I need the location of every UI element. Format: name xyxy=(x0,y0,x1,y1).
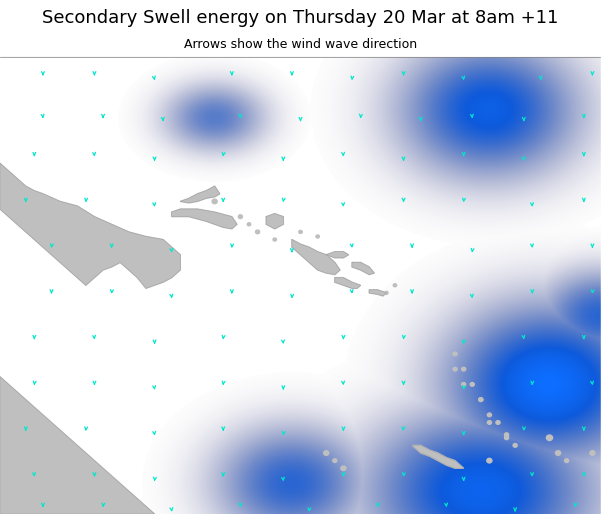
Text: Arrows show the wind wave direction: Arrows show the wind wave direction xyxy=(184,38,417,50)
Circle shape xyxy=(385,291,388,295)
Circle shape xyxy=(590,451,595,455)
Circle shape xyxy=(555,451,561,455)
Circle shape xyxy=(504,436,508,439)
Circle shape xyxy=(564,459,569,463)
Polygon shape xyxy=(412,445,463,468)
Polygon shape xyxy=(0,163,180,288)
Circle shape xyxy=(333,459,337,463)
Polygon shape xyxy=(335,278,361,288)
Circle shape xyxy=(255,230,260,234)
Circle shape xyxy=(504,433,508,436)
Circle shape xyxy=(479,398,483,401)
Circle shape xyxy=(453,368,457,371)
Circle shape xyxy=(487,420,492,425)
Circle shape xyxy=(316,235,319,238)
Circle shape xyxy=(496,420,500,425)
Polygon shape xyxy=(352,262,374,274)
Circle shape xyxy=(341,466,346,470)
Circle shape xyxy=(462,368,466,371)
Polygon shape xyxy=(180,186,220,203)
Circle shape xyxy=(221,219,225,223)
Circle shape xyxy=(239,215,242,218)
Circle shape xyxy=(453,352,457,356)
Polygon shape xyxy=(326,252,349,258)
Circle shape xyxy=(324,451,329,455)
Polygon shape xyxy=(292,240,340,274)
Circle shape xyxy=(462,382,466,386)
Circle shape xyxy=(212,199,217,204)
Circle shape xyxy=(273,238,276,241)
Circle shape xyxy=(487,458,492,463)
Circle shape xyxy=(513,444,517,447)
Circle shape xyxy=(479,398,483,401)
Circle shape xyxy=(487,413,492,417)
Circle shape xyxy=(393,284,397,287)
Polygon shape xyxy=(172,209,237,229)
Polygon shape xyxy=(369,290,386,296)
Polygon shape xyxy=(0,377,154,514)
Polygon shape xyxy=(266,214,283,229)
Circle shape xyxy=(247,223,251,226)
Circle shape xyxy=(299,230,302,233)
Text: Secondary Swell energy on Thursday 20 Mar at 8am +11: Secondary Swell energy on Thursday 20 Ma… xyxy=(42,9,559,27)
Circle shape xyxy=(470,382,474,386)
Circle shape xyxy=(546,435,552,440)
